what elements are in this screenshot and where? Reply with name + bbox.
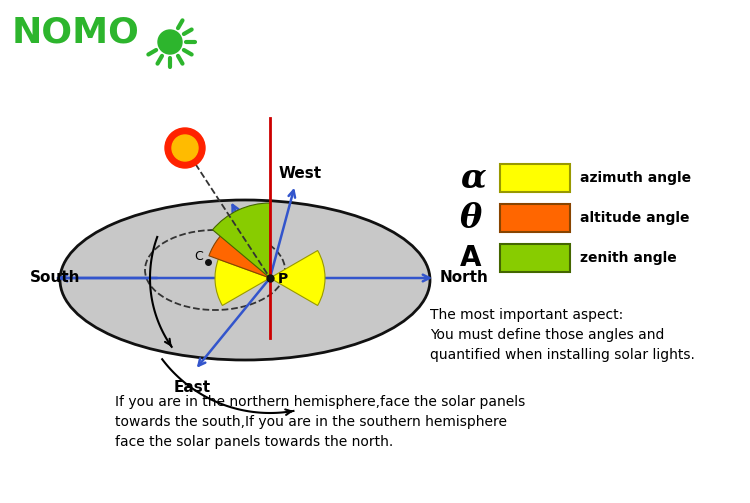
Ellipse shape	[60, 200, 430, 360]
Circle shape	[165, 128, 205, 168]
Wedge shape	[270, 250, 325, 305]
Text: A: A	[460, 244, 482, 272]
Text: α: α	[460, 161, 486, 195]
Text: NOMO: NOMO	[12, 15, 140, 49]
Bar	[500, 244, 570, 272]
Text: quantified when installing solar lights.: quantified when installing solar lights.	[430, 348, 694, 362]
Wedge shape	[209, 213, 270, 278]
Text: If you are in the northern hemisphere,face the solar panels: If you are in the northern hemisphere,fa…	[115, 395, 525, 409]
Bar	[500, 164, 570, 192]
Wedge shape	[212, 203, 270, 278]
Text: C: C	[194, 250, 202, 263]
Text: P: P	[278, 272, 288, 286]
Text: East: East	[173, 379, 211, 394]
Text: West: West	[278, 165, 322, 181]
Text: altitude angle: altitude angle	[580, 211, 689, 225]
Text: azimuth angle: azimuth angle	[580, 171, 692, 185]
Wedge shape	[215, 259, 270, 305]
Circle shape	[158, 30, 182, 54]
Circle shape	[172, 135, 198, 161]
Bar	[500, 204, 570, 232]
Text: The most important aspect:: The most important aspect:	[430, 308, 623, 322]
Text: North: North	[440, 271, 489, 286]
Text: towards the south,If you are in the southern hemisphere: towards the south,If you are in the sout…	[115, 415, 507, 429]
Text: zenith angle: zenith angle	[580, 251, 676, 265]
Text: South: South	[30, 271, 80, 286]
Text: θ: θ	[460, 202, 482, 234]
Text: You must define those angles and: You must define those angles and	[430, 328, 664, 342]
Text: face the solar panels towards the north.: face the solar panels towards the north.	[115, 435, 393, 449]
